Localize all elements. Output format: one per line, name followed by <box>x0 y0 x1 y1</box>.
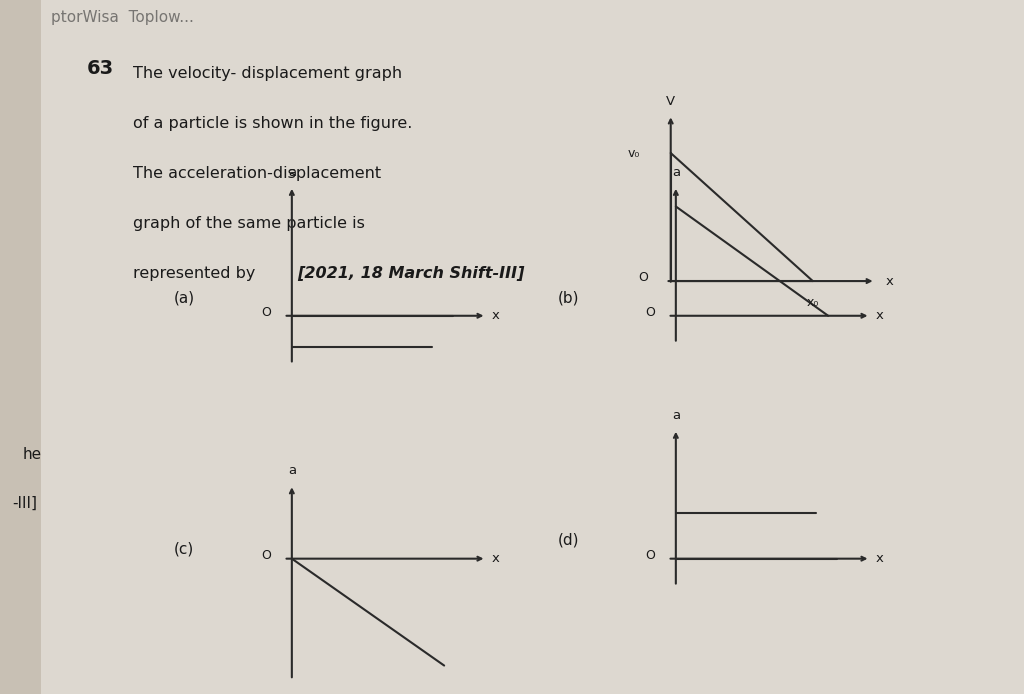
Text: O: O <box>261 306 271 319</box>
Text: a: a <box>672 409 680 422</box>
Text: he: he <box>23 447 42 462</box>
Text: a: a <box>288 464 296 477</box>
Text: The acceleration-displacement: The acceleration-displacement <box>133 166 381 181</box>
Text: a: a <box>672 166 680 179</box>
Text: (d): (d) <box>558 533 579 548</box>
Text: x: x <box>492 310 500 322</box>
Text: O: O <box>638 271 648 284</box>
Text: x₀: x₀ <box>807 296 819 310</box>
Text: graph of the same particle is: graph of the same particle is <box>133 216 365 231</box>
Text: x: x <box>492 552 500 565</box>
Text: ptorWisa  Toplow...: ptorWisa Toplow... <box>51 10 195 26</box>
Text: (a): (a) <box>174 290 195 305</box>
Text: x: x <box>876 552 884 565</box>
Text: of a particle is shown in the figure.: of a particle is shown in the figure. <box>133 116 413 131</box>
Text: [2021, 18 March Shift-III]: [2021, 18 March Shift-III] <box>297 266 524 281</box>
Text: O: O <box>645 549 655 561</box>
Text: V: V <box>667 94 675 108</box>
Text: -III]: -III] <box>12 496 37 511</box>
Text: (c): (c) <box>174 541 195 557</box>
Text: O: O <box>261 549 271 561</box>
Text: v₀: v₀ <box>628 146 640 160</box>
Text: 63: 63 <box>87 59 114 78</box>
Text: x: x <box>886 275 894 287</box>
Text: x: x <box>876 310 884 322</box>
Text: The velocity- displacement graph: The velocity- displacement graph <box>133 66 402 81</box>
Text: represented by: represented by <box>133 266 256 281</box>
Text: a: a <box>288 166 296 179</box>
Text: O: O <box>645 306 655 319</box>
Text: (b): (b) <box>558 290 579 305</box>
